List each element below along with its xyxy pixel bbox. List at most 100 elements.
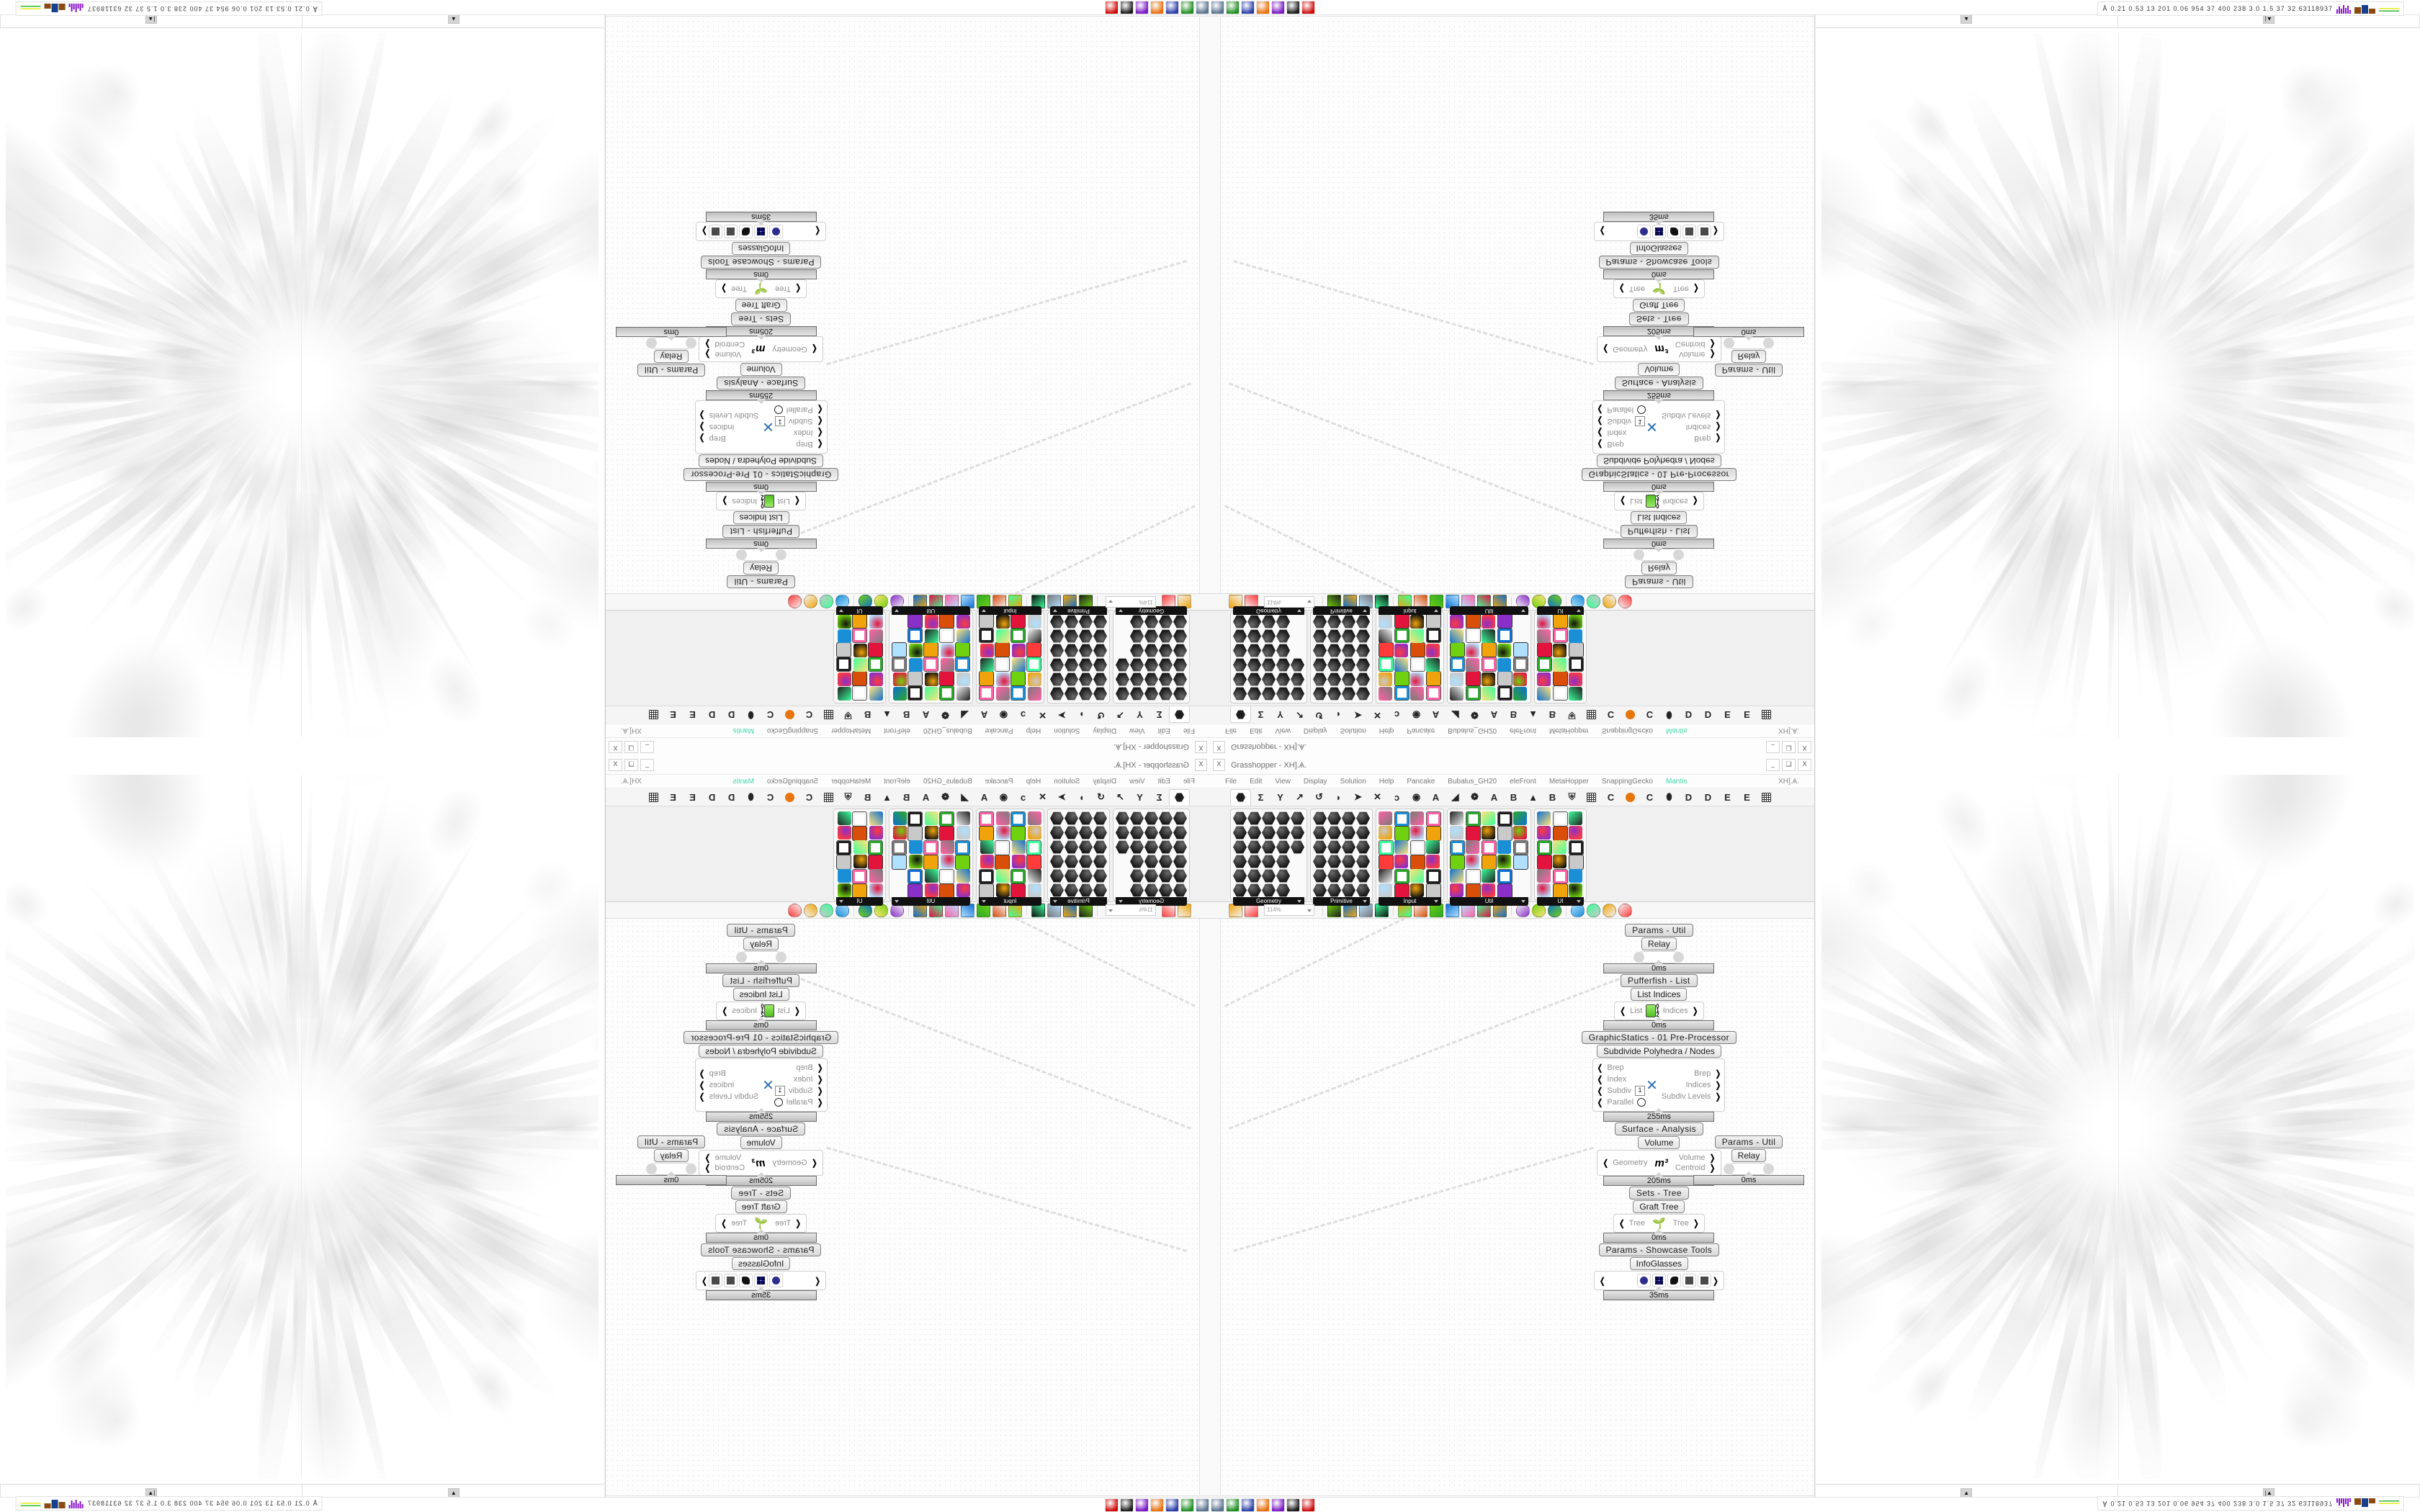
plugin-a2-tab[interactable]: A [1490, 791, 1498, 803]
palette-icon-163[interactable] [868, 855, 883, 870]
palette-icon-85[interactable] [1379, 883, 1392, 897]
palette-icon-86[interactable] [1010, 811, 1026, 827]
palette-icon-23[interactable] [1130, 883, 1144, 897]
menu-item-solution[interactable]: Solution [1054, 726, 1080, 735]
nodes-group-label-4[interactable]: Sets - Tree [1628, 312, 1689, 325]
plugin-shield-tab[interactable]: ⛨ [844, 710, 852, 721]
palette-icon-137[interactable] [1482, 883, 1495, 897]
palette-icon-168[interactable] [1553, 658, 1567, 672]
palette-icon-133[interactable] [925, 672, 938, 686]
palette-icon-18[interactable] [1130, 687, 1144, 701]
palette-icon-97[interactable] [996, 883, 1010, 897]
firefox-icon[interactable] [1256, 1498, 1270, 1512]
plugin-cloud-tab[interactable]: ❁ [941, 791, 949, 802]
palette-icon-42[interactable] [1313, 840, 1327, 854]
input-plug-icon[interactable]: ❬ [816, 405, 824, 415]
parallel-toggle[interactable] [1637, 405, 1646, 414]
palette-icon-49[interactable] [1079, 855, 1093, 868]
palette-icon-96[interactable] [996, 869, 1010, 883]
plugin-grid-tab[interactable] [1582, 789, 1601, 805]
palette-icon-98[interactable] [979, 685, 994, 701]
palette-icon-25[interactable] [1116, 826, 1129, 840]
palette-icon-40[interactable] [1093, 811, 1107, 825]
plugin-b-tab[interactable]: B [902, 791, 910, 803]
palette-icon-90[interactable] [1010, 628, 1026, 643]
palette-icon-136[interactable] [1482, 869, 1495, 883]
palette-icon-4[interactable] [1173, 869, 1187, 883]
blue-sphere-icon[interactable] [788, 595, 802, 609]
palette-icon-56[interactable] [1342, 869, 1355, 883]
palette-icon-137[interactable] [925, 615, 938, 629]
plugin-e-tab[interactable]: E [1724, 791, 1731, 803]
menu-item-metahopper[interactable]: MetaHopper [1549, 726, 1589, 735]
palette-icon-16[interactable] [1262, 629, 1276, 643]
palette-icon-14[interactable] [1144, 840, 1158, 854]
palette-icon-52[interactable] [1065, 811, 1078, 825]
menu-item-elefront[interactable]: eleFront [884, 726, 910, 735]
palette-icon-160[interactable] [869, 687, 883, 701]
palette-icon-50[interactable] [1327, 629, 1341, 643]
palette-icon-57[interactable] [1342, 883, 1355, 897]
side_nodes-component-name-0[interactable]: Relay [1731, 350, 1767, 363]
zoom-level-input[interactable]: 114% [1106, 596, 1156, 608]
menu-item-metahopper[interactable]: MetaHopper [1549, 777, 1589, 786]
palette-icon-15[interactable] [1262, 644, 1276, 657]
palette-icon-120[interactable] [1450, 687, 1464, 701]
palette-icon-162[interactable] [868, 840, 883, 855]
palette-icon-42[interactable] [1093, 840, 1107, 854]
plugin-a2-tab[interactable]: A [1490, 709, 1498, 721]
palette-icon-135[interactable] [1482, 642, 1497, 657]
palette-icon-101[interactable] [980, 644, 994, 657]
list-icon[interactable] [769, 225, 784, 238]
gh-canvas[interactable]: Params - Util Relay 0ms Pufferfish - List Li… [606, 17, 1210, 593]
palette-icon-125[interactable] [956, 615, 970, 629]
palette-icon-15[interactable] [1144, 644, 1158, 657]
palette-icon-171[interactable] [852, 613, 867, 629]
palette-icon-140[interactable] [1497, 840, 1511, 854]
input-plug-icon[interactable]: ❬ [1602, 1158, 1610, 1168]
palette-icon-2[interactable] [1173, 658, 1187, 672]
plugin-cloud-tab[interactable]: ❁ [941, 710, 949, 721]
plugin-b-tab[interactable]: B [1510, 791, 1518, 803]
palette-icon-173[interactable] [838, 672, 851, 686]
palette-icon-94[interactable] [995, 657, 1010, 672]
nodes-group-label-1[interactable]: Pufferfish - List [1621, 974, 1698, 987]
puzzle-icon[interactable] [709, 225, 723, 238]
plugin-d-tab[interactable]: D [1685, 709, 1693, 721]
menu-item-edit[interactable]: Edit [1157, 777, 1170, 786]
palette-icon-170[interactable] [1553, 628, 1568, 643]
maths-tab[interactable]: Σ [1258, 791, 1264, 803]
plugin-c2-tab[interactable]: C [1646, 791, 1654, 803]
menu-item-help[interactable]: Help [1379, 726, 1394, 735]
palette-icon-122[interactable] [955, 657, 970, 672]
nodes-component-2[interactable]: ❬ Brep ❬ Index ❬ Subdiv 1 ❬ Parallel ✕ Brep ❭ Indice… [1592, 400, 1726, 454]
menu-item-pancake[interactable]: Pancake [985, 726, 1013, 735]
intersect-tab[interactable]: ✕ [1373, 710, 1381, 721]
nodes-component-name-4[interactable]: Graft Tree [735, 299, 787, 312]
palette-icon-84[interactable] [1379, 869, 1392, 883]
palette-icon-99[interactable] [1426, 671, 1441, 686]
palette-icon-46[interactable] [1327, 687, 1341, 701]
input-plug-icon[interactable]: ❬ [1598, 1275, 1606, 1286]
palette-icon-9[interactable] [1247, 644, 1261, 657]
side_nodes-component-name-0[interactable]: Relay [653, 350, 689, 363]
palette-icon-86[interactable] [1394, 685, 1410, 701]
palette-icon-165[interactable] [1537, 615, 1551, 629]
input-plug-icon[interactable]: ❬ [1596, 1086, 1604, 1096]
maximize-button[interactable]: ❑ [1782, 759, 1796, 771]
palette-icon-23[interactable] [1130, 615, 1144, 629]
palette-icon-175[interactable] [836, 855, 851, 870]
palette-icon-18[interactable] [1276, 687, 1290, 701]
nodes-component-name-5[interactable]: InfoGlasses [1629, 1257, 1689, 1270]
minimize-button[interactable]: _ [640, 759, 654, 771]
palette-icon-120[interactable] [956, 811, 970, 825]
nodes-component-name-5[interactable]: InfoGlasses [1629, 242, 1689, 255]
subdiv-value-input[interactable]: 1 [774, 416, 785, 426]
palette-icon-167[interactable] [1553, 671, 1568, 686]
palette-icon-143[interactable] [1497, 613, 1512, 629]
menu-item-file[interactable]: File [1225, 777, 1237, 786]
palette-icon-103[interactable] [979, 613, 994, 629]
menu-item-bubalus-gh20[interactable]: Bubalus_GH20 [923, 777, 972, 786]
input-plug-icon[interactable]: ❬ [794, 284, 802, 294]
zoom-level-input[interactable]: 114% [1264, 904, 1314, 916]
